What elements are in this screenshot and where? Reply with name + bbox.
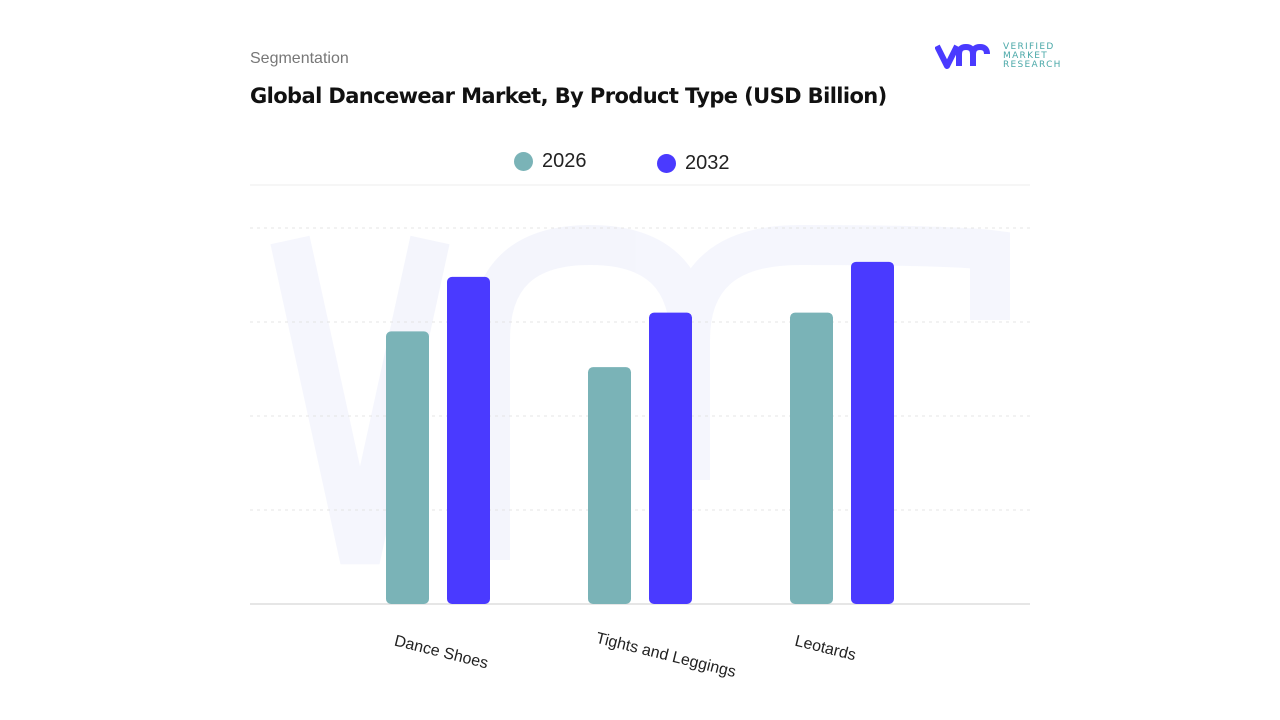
- chart-title: Global Dancewear Market, By Product Type…: [250, 84, 887, 108]
- vmr-logo-mark-icon: [935, 43, 990, 69]
- bar-tights-and-leggings-2026: [588, 367, 631, 604]
- bar-leotards-2032: [851, 261, 894, 604]
- legend-swatch-2026: [514, 152, 533, 171]
- legend-swatch-2032: [657, 154, 676, 173]
- legend-item-2026[interactable]: 2026: [514, 150, 587, 173]
- logo-line-1: VERIFIED: [1003, 41, 1055, 52]
- segment-label: Segmentation: [250, 50, 349, 67]
- legend: 2026 2032: [0, 150, 1280, 174]
- bar-leotards-2026: [790, 312, 833, 604]
- legend-item-2032[interactable]: 2032: [657, 152, 730, 175]
- logo-line-3: RESEARCH: [1003, 59, 1062, 70]
- logo-line-2: MARKET: [1003, 50, 1049, 61]
- bar-dance-shoes-2026: [386, 331, 429, 604]
- legend-label-2032: 2032: [685, 152, 730, 174]
- vmr-logo: VERIFIED MARKET RESEARCH: [935, 42, 1062, 70]
- bar-dance-shoes-2032: [447, 276, 490, 604]
- legend-label-2026: 2026: [542, 150, 587, 172]
- bar-tights-and-leggings-2032: [649, 312, 692, 604]
